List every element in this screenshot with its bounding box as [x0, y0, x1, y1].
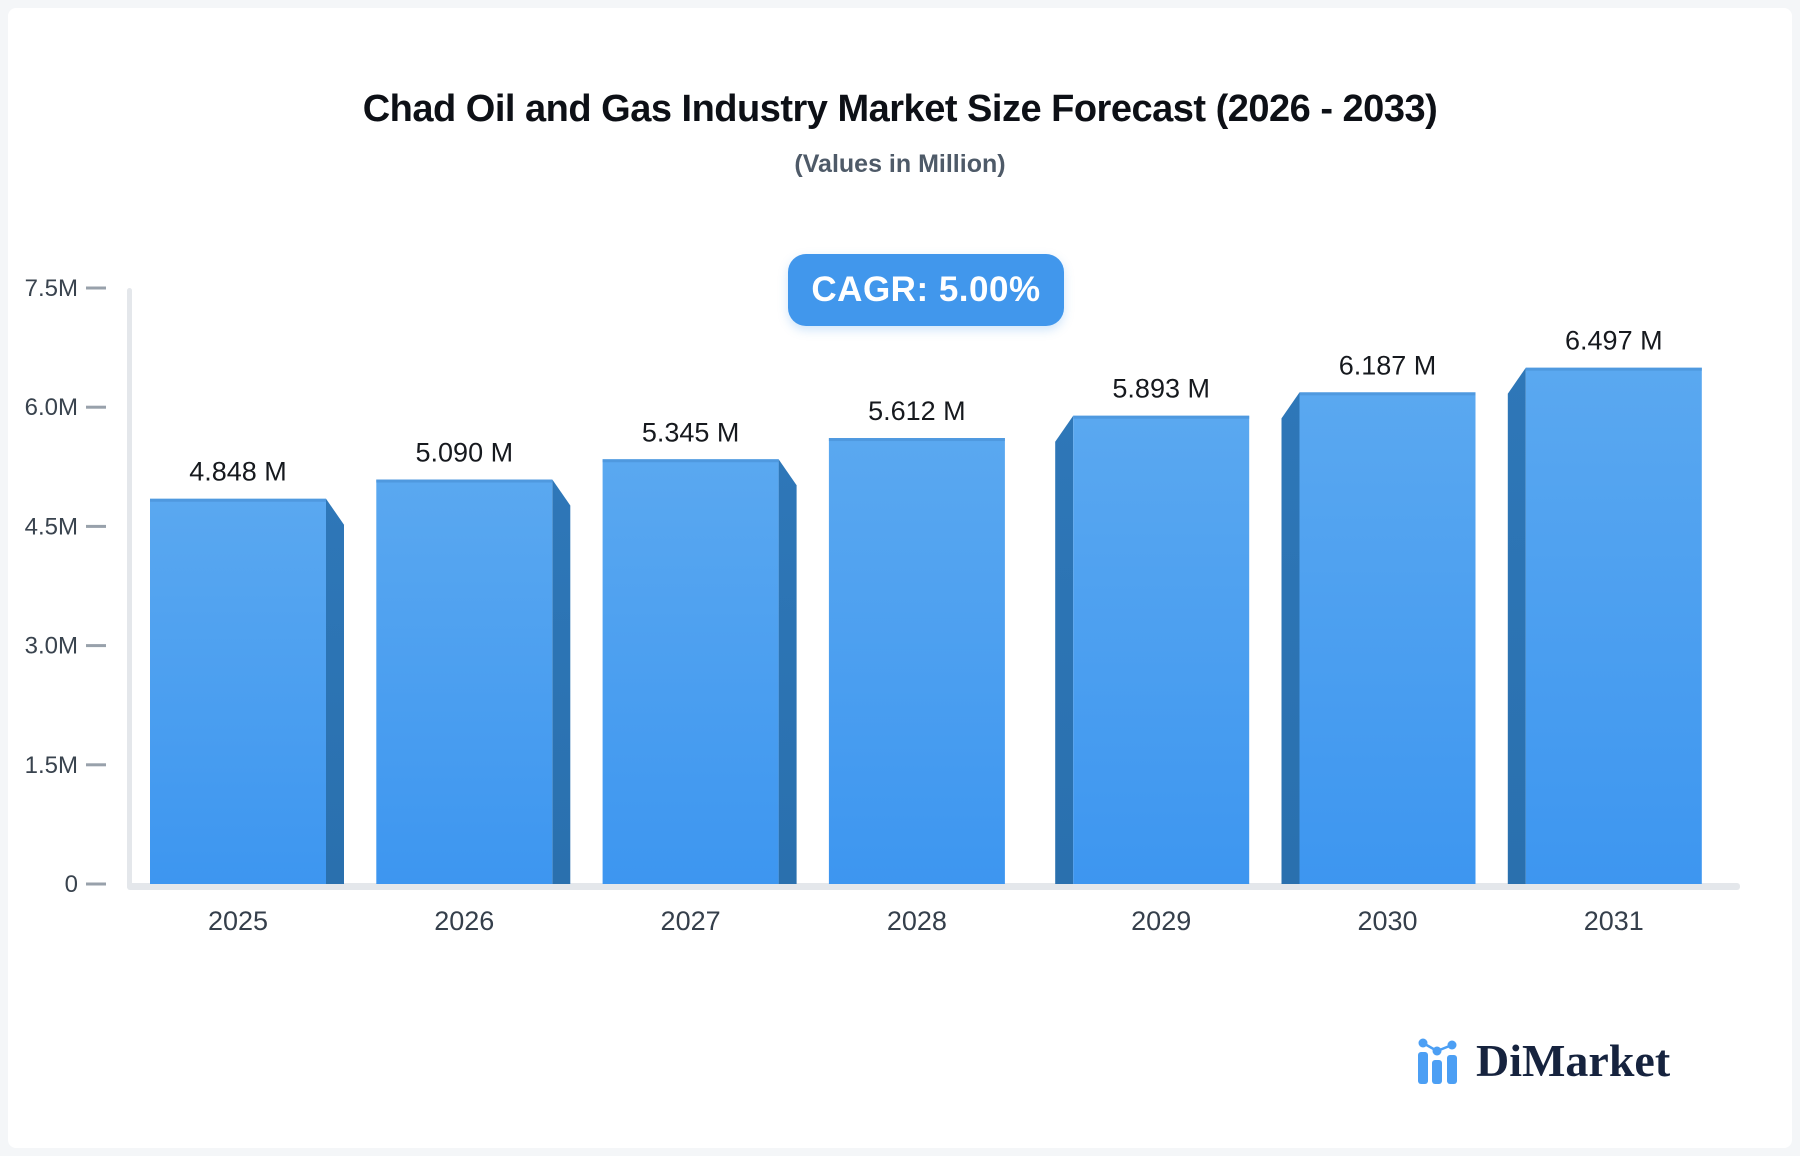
x-axis-label: 2026	[434, 906, 494, 936]
bar-top-edge	[376, 479, 553, 483]
bar-value-label: 5.612 M	[868, 396, 966, 426]
x-axis-label: 2025	[208, 906, 268, 936]
y-tick-mark	[86, 405, 106, 409]
y-tick-label: 7.5M	[25, 275, 78, 302]
bar-front-face	[1073, 415, 1250, 884]
x-axis-label: 2030	[1357, 906, 1417, 936]
bar-value-label: 6.187 M	[1339, 350, 1437, 380]
bar-top-edge	[602, 459, 779, 463]
cagr-badge: CAGR: 5.00%	[788, 254, 1064, 326]
bar-value-label: 5.893 M	[1112, 374, 1210, 404]
bar-2029[interactable]: 5.893 M 2029	[1055, 374, 1250, 936]
bar-2025[interactable]: 4.848 M 2025	[150, 457, 344, 936]
bar-front-face	[1525, 367, 1702, 884]
logo-text: DiMarket	[1476, 1035, 1671, 1086]
bar-value-label: 4.848 M	[189, 457, 287, 487]
x-axis-label: 2028	[887, 906, 947, 936]
y-tick-label: 1.5M	[25, 752, 78, 779]
y-tick-label: 6.0M	[25, 394, 78, 421]
bar-2030[interactable]: 6.187 M 2030	[1281, 350, 1476, 936]
bar-side-face	[552, 479, 571, 884]
chart-title: Chad Oil and Gas Industry Market Size Fo…	[362, 88, 1438, 130]
x-axis-label: 2031	[1584, 906, 1644, 936]
bar-2027[interactable]: 5.345 M 2027	[602, 417, 797, 936]
bar-top-edge	[828, 438, 1005, 442]
y-tick-label: 4.5M	[25, 513, 78, 540]
x-axis-label: 2029	[1131, 906, 1191, 936]
cagr-badge-label: CAGR: 5.00%	[811, 270, 1041, 309]
bar-side-face	[1507, 367, 1526, 884]
bar-front-face	[1299, 392, 1476, 884]
y-tick-label: 0	[65, 871, 78, 898]
bar-front-face	[150, 498, 326, 884]
dimarket-logo: DiMarket	[1416, 1036, 1670, 1084]
bar-value-label: 5.090 M	[416, 438, 514, 468]
bar-front-face	[602, 459, 779, 884]
x-axis-label: 2027	[661, 906, 721, 936]
bar-front-face	[376, 479, 553, 884]
bar-2031[interactable]: 6.497 M 2031	[1507, 326, 1702, 936]
bar-side-face	[1281, 392, 1300, 884]
bar-front-face	[828, 438, 1005, 884]
y-tick-label: 3.0M	[25, 633, 78, 660]
y-tick-mark	[86, 882, 106, 886]
bar-2028[interactable]: 5.612 M 2028	[828, 396, 1005, 936]
bar-top-edge	[150, 498, 326, 502]
y-tick-mark	[86, 644, 106, 648]
bar-side-face	[326, 498, 344, 884]
y-tick-mark	[86, 524, 106, 528]
y-axis-line	[127, 288, 132, 889]
bar-side-face	[1055, 415, 1074, 884]
x-axis-line	[127, 883, 1740, 890]
bar-top-edge	[1525, 367, 1702, 371]
mini-bar-chart-icon	[1418, 1038, 1457, 1084]
bar-top-edge	[1299, 392, 1476, 396]
bar-top-edge	[1073, 415, 1250, 419]
y-tick-mark	[86, 763, 106, 767]
bar-value-label: 5.345 M	[642, 417, 740, 447]
chart-subtitle: (Values in Million)	[794, 150, 1006, 178]
bar-side-face	[778, 459, 797, 884]
bar-2026[interactable]: 5.090 M 2026	[376, 438, 571, 936]
y-tick-mark	[86, 286, 106, 290]
bar-value-label: 6.497 M	[1565, 326, 1663, 356]
